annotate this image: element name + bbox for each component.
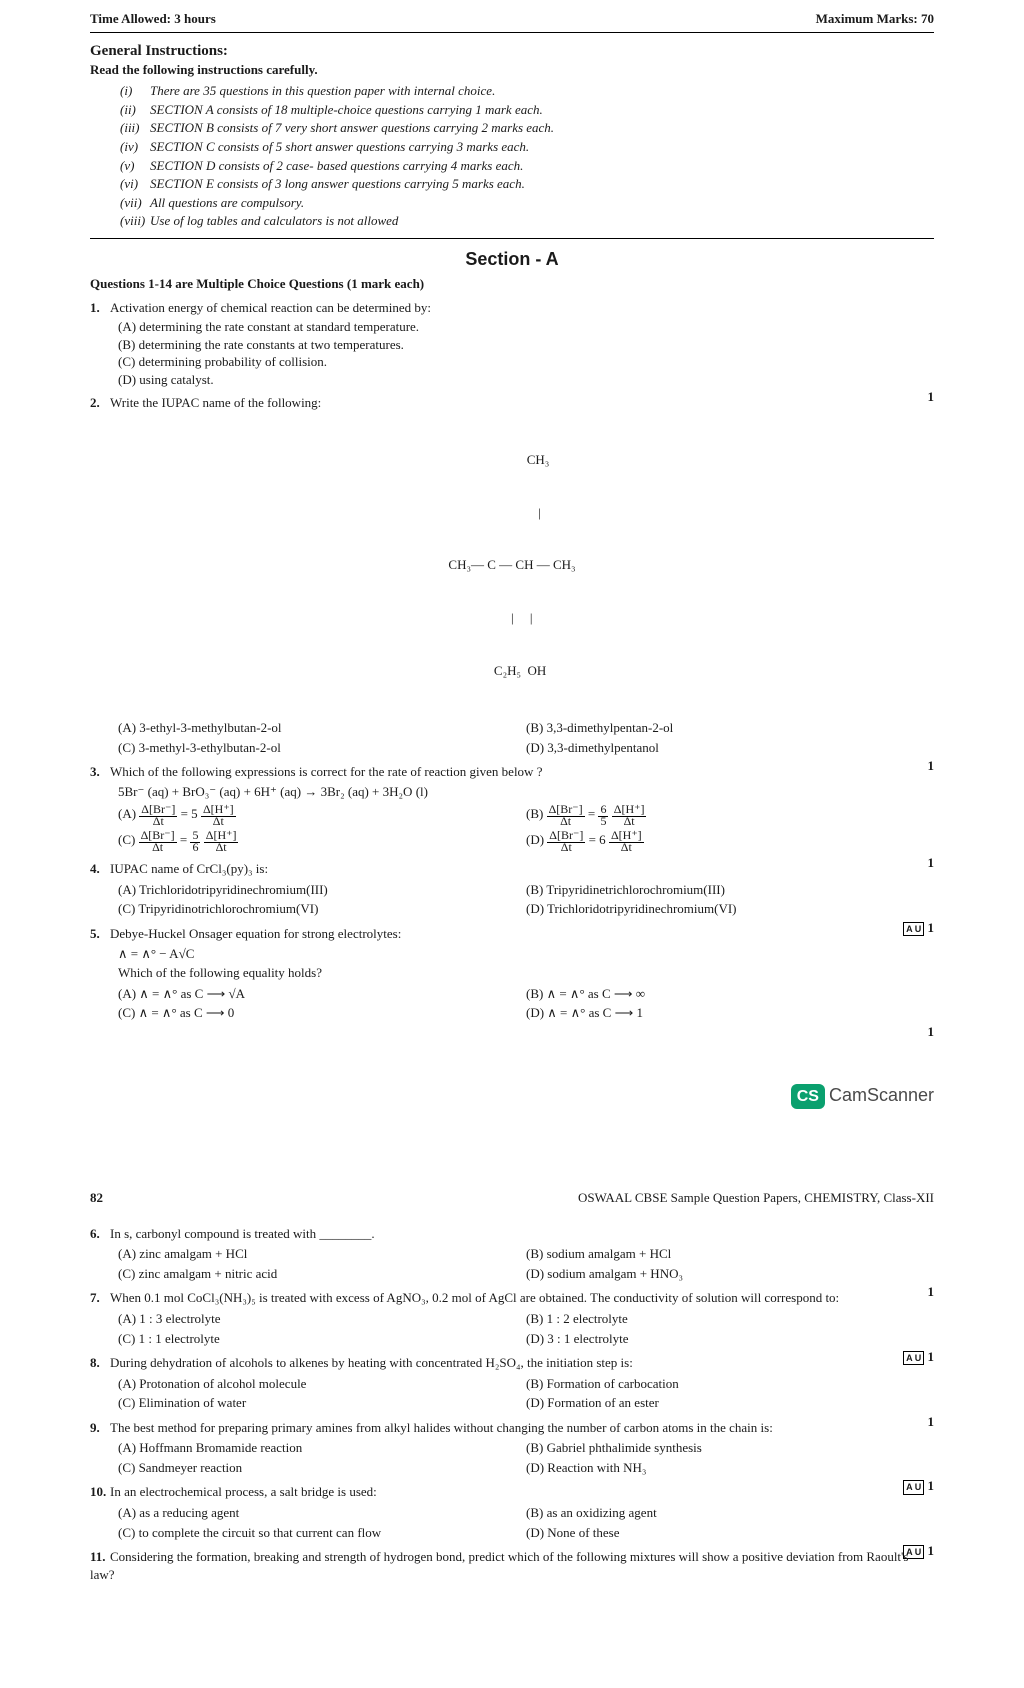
general-instructions-sub: Read the following instructions carefull… [90,61,934,79]
question-8: 8.During dehydration of alcohols to alke… [90,1354,934,1413]
camscanner-watermark: CSCamScanner [90,1083,934,1110]
page-number: 82 [90,1189,103,1207]
instructions-list: (i)There are 35 questions in this questi… [90,82,934,229]
q3-reaction: 5Br⁻ (aq) + BrO₃⁻ (aq) + 6H⁺ (aq) → 3Br₂… [90,783,934,801]
question-4: 4.IUPAC name of CrCl₃(py)₃ is: (A) Trich… [90,860,934,919]
divider [90,238,934,239]
q3-opt-a: (A) Δ[Br⁻]Δt = 5 Δ[H⁺]Δt [118,802,526,828]
question-2: 2.Write the IUPAC name of the following:… [90,394,934,757]
max-marks: Maximum Marks: 70 [816,10,934,28]
q1-opt-a: (A) determining the rate constant at sta… [118,318,934,336]
camscanner-icon: CS [791,1084,825,1110]
question-7: 7.When 0.1 mol CoCl₃(NH₃)₅ is treated wi… [90,1289,934,1348]
q1-opt-b: (B) determining the rate constants at tw… [118,336,934,354]
header-bar: Time Allowed: 3 hours Maximum Marks: 70 [90,10,934,33]
q3-opt-d: (D) Δ[Br⁻]Δt = 6 Δ[H⁺]Δt [526,828,934,854]
book-title: OSWAAL CBSE Sample Question Papers, CHEM… [578,1189,934,1207]
q5-mark: 1 [928,1023,935,1041]
question-1: 1.Activation energy of chemical reaction… [90,299,934,389]
time-allowed: Time Allowed: 3 hours [90,10,216,28]
q3-opt-c: (C) Δ[Br⁻]Δt = 56 Δ[H⁺]Δt [118,828,526,854]
section-a-title: Section - A [90,247,934,271]
question-6: 6.In s, carbonyl compound is treated wit… [90,1225,934,1284]
mcq-heading: Questions 1-14 are Multiple Choice Quest… [90,275,934,293]
q1-opt-c: (C) determining probability of collision… [118,353,934,371]
question-11: 11.Considering the formation, breaking a… [90,1548,934,1583]
page2-header: 82 OSWAAL CBSE Sample Question Papers, C… [90,1189,934,1207]
question-3: 3.Which of the following expressions is … [90,763,934,854]
question-5: 5.Debye-Huckel Onsager equation for stro… [90,925,934,1023]
q1-opt-d: (D) using catalyst. [118,371,934,389]
question-10: 10.In an electrochemical process, a salt… [90,1483,934,1542]
general-instructions-title: General Instructions: [90,41,934,61]
q3-opt-b: (B) Δ[Br⁻]Δt = 65 Δ[H⁺]Δt [526,802,934,828]
question-9: 9.The best method for preparing primary … [90,1419,934,1478]
q2-structure: CH₃ | CH₃— C — CH — CH₃ | | C₂H₅ OH [90,416,934,714]
